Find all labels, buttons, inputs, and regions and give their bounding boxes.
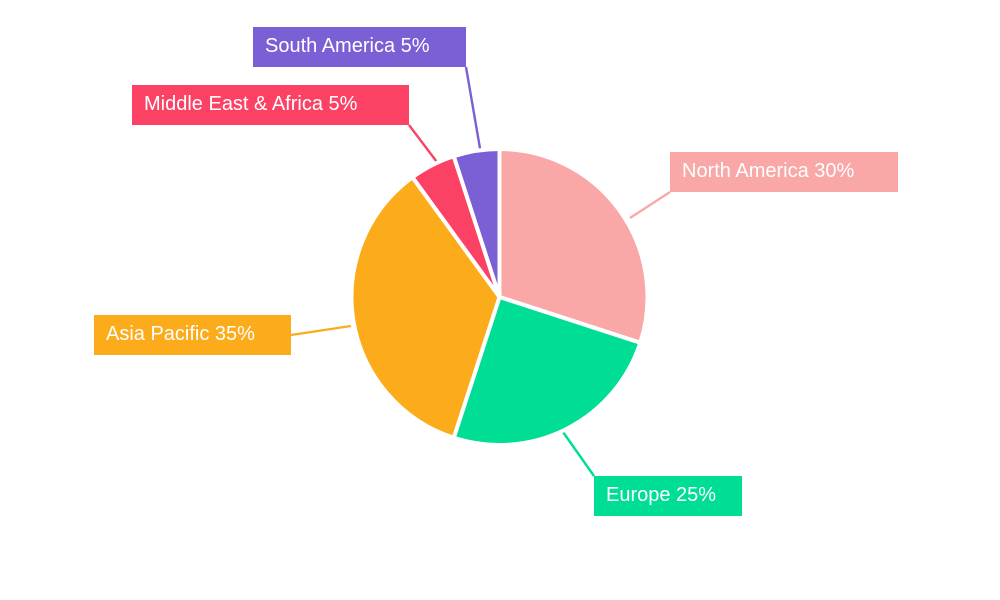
leader-line xyxy=(464,66,484,161)
pie-slice-label[interactable]: Middle East & Africa 5% xyxy=(132,85,409,125)
pie-slice-label[interactable]: Europe 25% xyxy=(594,476,742,516)
pie-wedge-group xyxy=(349,147,650,447)
pie-slice[interactable] xyxy=(451,295,643,447)
leader-line xyxy=(290,324,352,337)
pie-slice-label[interactable]: Asia Pacific 35% xyxy=(94,315,291,355)
leader-line xyxy=(629,190,671,220)
pie-slice[interactable] xyxy=(349,175,502,440)
pie-slice[interactable] xyxy=(451,147,502,299)
pie-slice-label[interactable]: South America 5% xyxy=(253,27,466,67)
leader-line xyxy=(562,431,595,477)
pie-slice-label[interactable]: North America 30% xyxy=(670,152,898,192)
pie-slice[interactable] xyxy=(497,147,650,345)
